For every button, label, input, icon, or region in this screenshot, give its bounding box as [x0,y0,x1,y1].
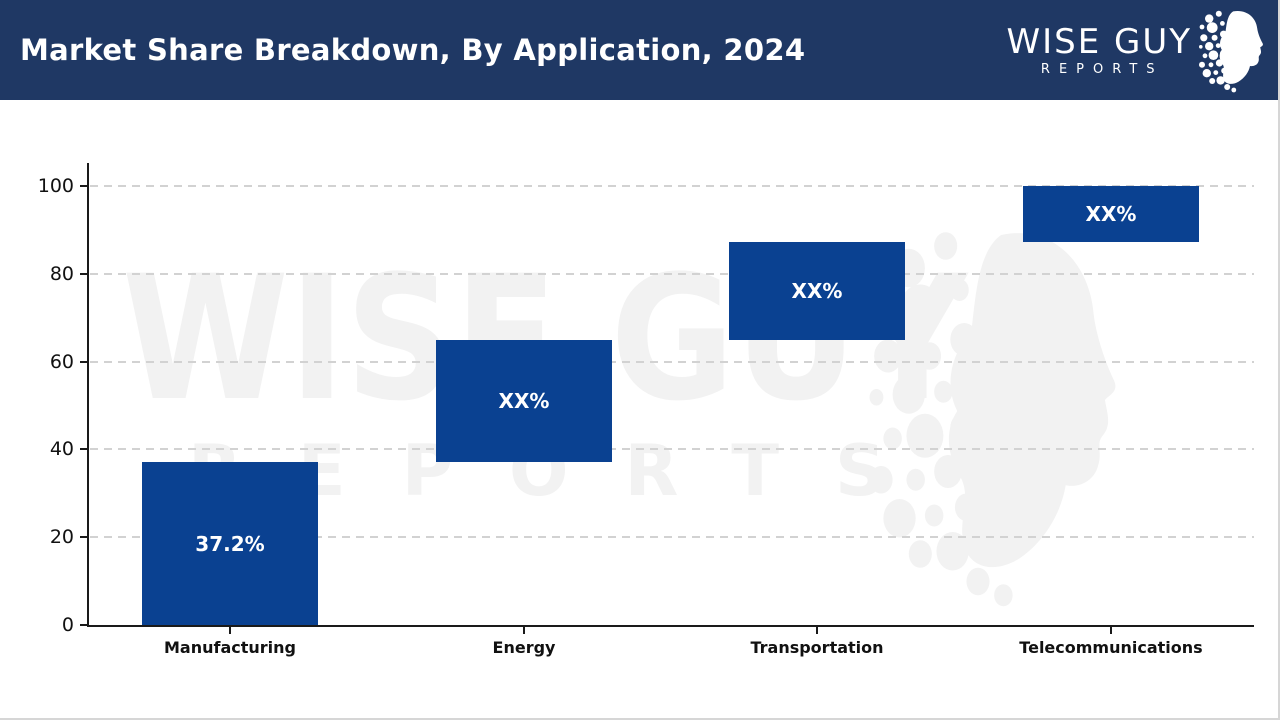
x-tick-mark-manufacturing [229,627,231,634]
x-category-label-energy: Energy [492,638,556,657]
y-tick-label-20: 20 [49,526,74,548]
y-gridline-100 [90,185,1254,187]
bar-value-label: 37.2% [195,531,265,556]
y-tick-mark-20 [80,536,88,538]
bar-transportation: XX% [729,242,905,340]
x-category-label-transportation: Transportation [750,638,884,657]
bar-manufacturing: 37.2% [142,462,318,625]
y-axis-line [87,163,89,627]
y-tick-mark-40 [80,448,88,450]
y-tick-mark-100 [80,185,88,187]
chart-title: Market Share Breakdown, By Application, … [20,33,806,67]
bar-value-label: XX% [1085,202,1137,226]
x-tick-mark-telecommunications [1110,627,1112,634]
logo-subtitle: REPORTS [1040,62,1164,78]
y-gridline-40 [90,448,1254,450]
bar-value-label: XX% [498,389,550,413]
bar-value-label: XX% [791,279,843,303]
y-gridline-20 [90,536,1254,538]
brand-logo-text: WISE GUY REPORTS [1006,21,1192,78]
logo-face-icon [1196,9,1274,93]
y-tick-mark-0 [80,624,88,626]
y-tick-label-100: 100 [37,175,74,197]
y-tick-mark-60 [80,361,88,363]
bar-energy: XX% [436,340,612,462]
x-axis-line [87,625,1254,627]
y-tick-label-0: 0 [61,614,74,636]
y-gridline-60 [90,361,1254,363]
x-category-label-telecommunications: Telecommunications [1019,638,1203,657]
x-tick-mark-transportation [816,627,818,634]
header-bar: Market Share Breakdown, By Application, … [0,0,1278,100]
brand-logo: WISE GUY REPORTS [1006,7,1274,95]
y-tick-mark-80 [80,273,88,275]
x-tick-mark-energy [523,627,525,634]
x-category-label-manufacturing: Manufacturing [164,638,296,657]
y-tick-label-40: 40 [49,438,74,460]
y-gridline-80 [90,273,1254,275]
y-tick-label-80: 80 [49,263,74,285]
logo-wordmark: WISE GUY [1006,21,1192,62]
y-tick-label-60: 60 [49,351,74,373]
bar-telecommunications: XX% [1023,186,1199,242]
